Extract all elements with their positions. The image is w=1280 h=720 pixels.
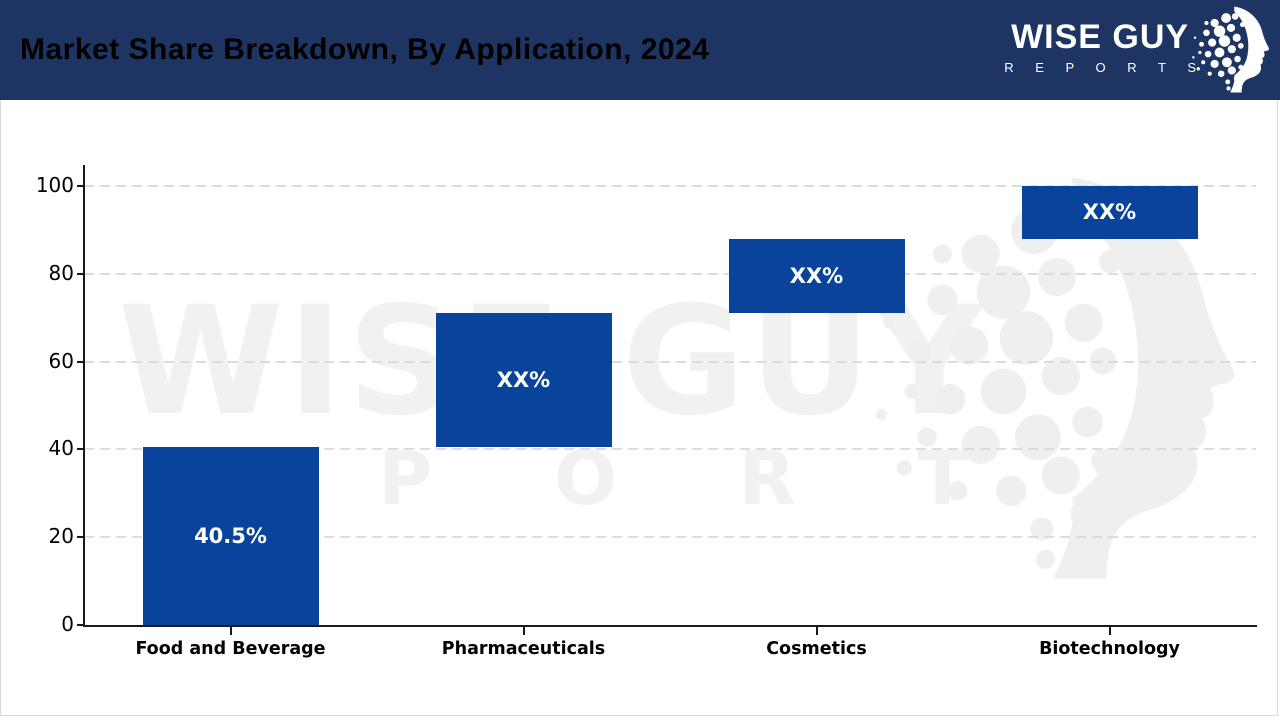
x-category-label: Cosmetics: [766, 639, 867, 659]
brand-name: WISE GUY: [1011, 18, 1190, 56]
x-category-label: Biotechnology: [1039, 639, 1180, 659]
y-tick-label: 60: [48, 348, 74, 373]
y-axis-tick: [77, 536, 84, 539]
x-axis: [83, 625, 1257, 627]
x-category-label: Pharmaceuticals: [441, 639, 606, 659]
y-axis-tick: [77, 360, 84, 363]
y-axis-tick: [77, 624, 84, 626]
y-tick-label: 0: [61, 612, 74, 636]
bar-3: XX%: [728, 238, 905, 314]
y-tick-label: 40: [48, 436, 74, 461]
y-axis-tick: [77, 448, 84, 451]
bar-4: XX%: [1021, 186, 1198, 239]
page-title: Market Share Breakdown, By Application, …: [20, 33, 710, 66]
x-axis-tick: [815, 627, 818, 635]
brand-logo-text: WISE GUY R E P O R T S: [1004, 18, 1196, 75]
x-axis-tick: [229, 627, 232, 635]
y-axis-tick: [77, 272, 84, 275]
y-gridline: [84, 185, 1256, 187]
y-gridline: [84, 448, 1256, 451]
header-bar: Market Share Breakdown, By Application, …: [0, 0, 1280, 100]
y-axis: [83, 165, 85, 627]
bar-1: 40.5%: [142, 447, 319, 625]
x-axis-tick: [522, 627, 525, 635]
y-tick-label: 80: [48, 260, 74, 285]
brand-subtitle: R E P O R T S: [1004, 60, 1205, 75]
bar-2: XX%: [435, 313, 612, 448]
y-axis-tick: [77, 185, 84, 187]
bar-value-label: XX%: [789, 263, 844, 288]
brand-logo: WISE GUY R E P O R T S: [1004, 0, 1269, 100]
bar-value-label: XX%: [1082, 200, 1137, 225]
x-category-label: Food and Beverage: [135, 639, 326, 659]
y-gridline: [84, 360, 1256, 363]
y-gridline: [84, 272, 1256, 275]
y-tick-label: 100: [35, 173, 74, 197]
y-gridline: [84, 536, 1256, 539]
bar-value-label: XX%: [496, 368, 551, 393]
x-axis-tick: [1108, 627, 1111, 635]
bar-value-label: 40.5%: [194, 524, 267, 549]
y-tick-label: 20: [48, 524, 74, 549]
